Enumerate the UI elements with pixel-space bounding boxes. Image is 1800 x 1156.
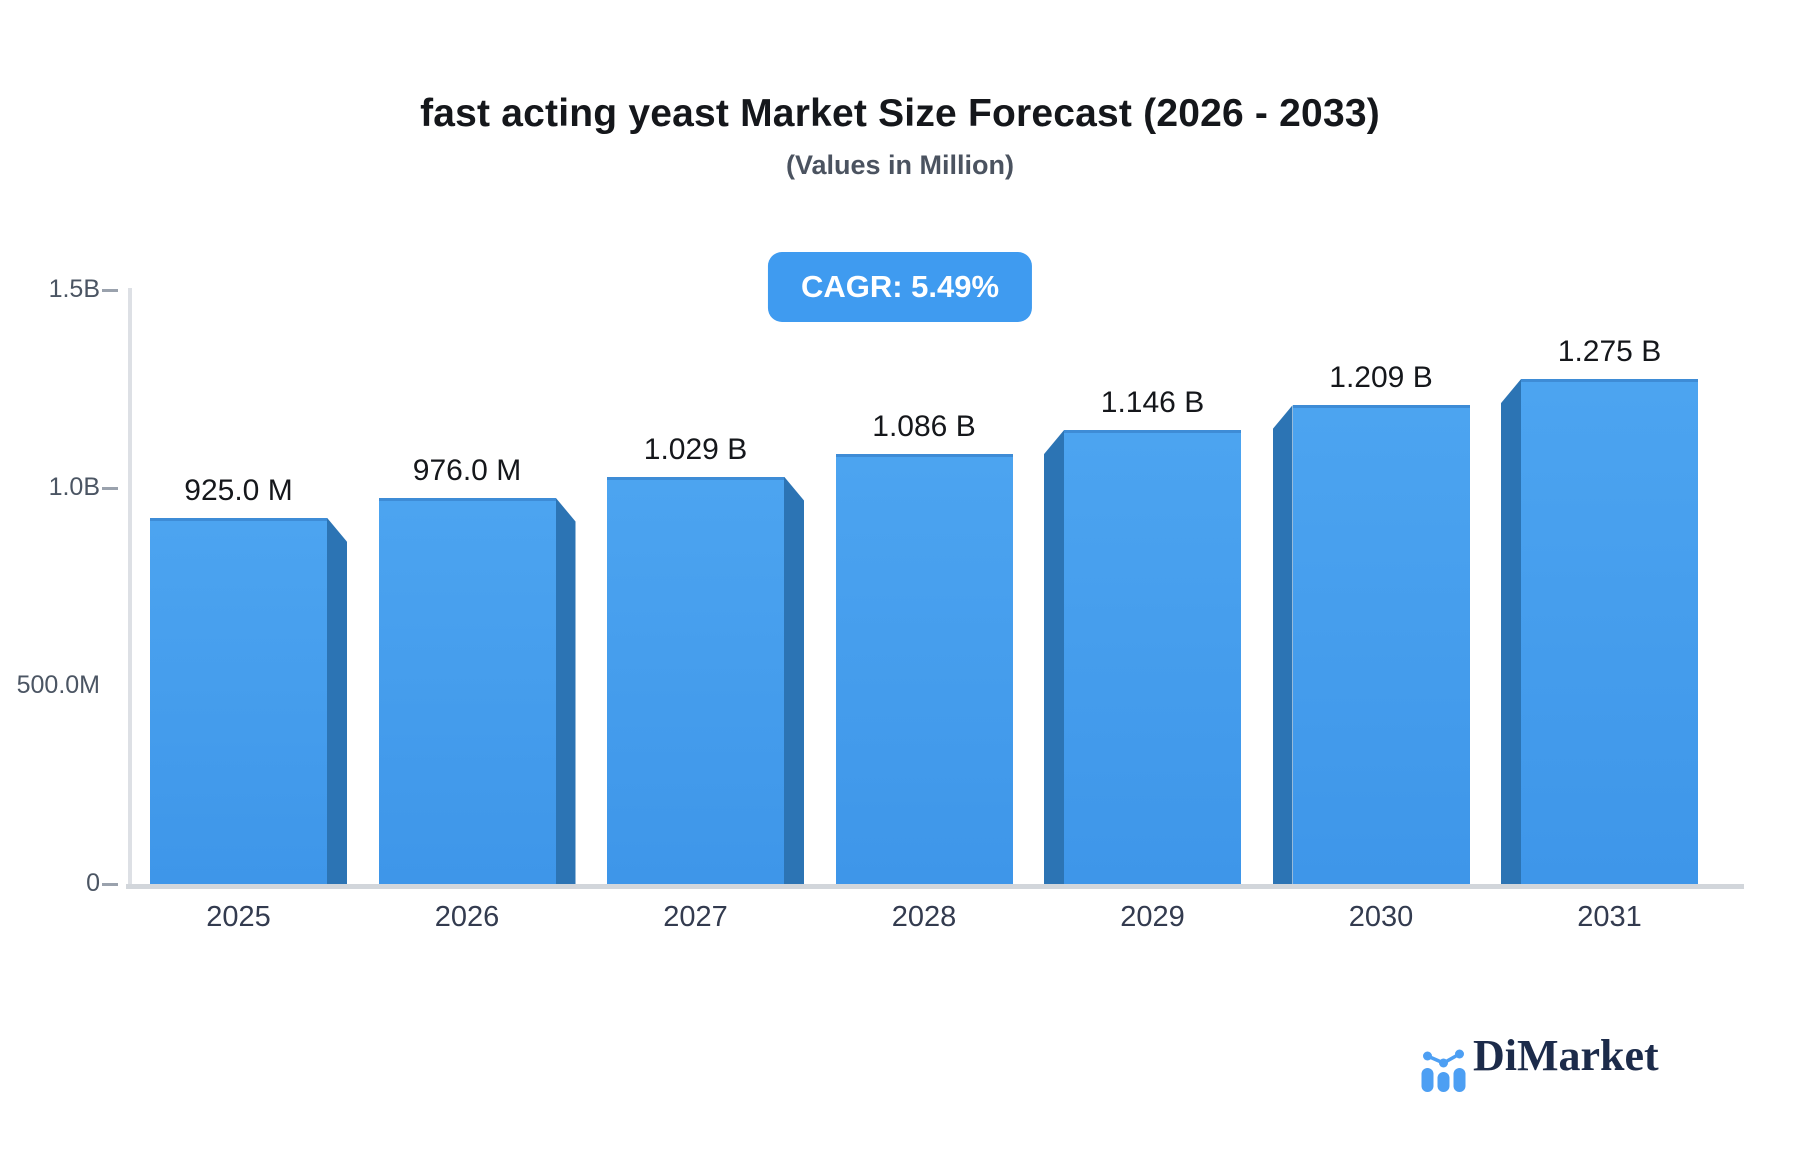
x-axis-label: 2030 bbox=[1348, 901, 1414, 933]
bar-value-label: 1.275 B bbox=[1557, 335, 1662, 369]
y-axis-label: 500.0M bbox=[16, 671, 100, 699]
chart-title: fast acting yeast Market Size Forecast (… bbox=[420, 92, 1380, 135]
y-tick-dash bbox=[102, 883, 118, 886]
bar-line-chart-icon bbox=[1421, 1049, 1466, 1092]
x-axis-label: 2026 bbox=[434, 901, 500, 933]
cagr-badge: CAGR: 5.49% bbox=[767, 252, 1033, 322]
y-axis-label: 1.5B bbox=[48, 275, 100, 303]
bar-3d-side bbox=[1272, 405, 1293, 884]
dimarket-logo: DiMarket bbox=[1421, 1030, 1721, 1110]
bar bbox=[378, 497, 556, 884]
chart-subtitle: (Values in Million) bbox=[785, 150, 1015, 180]
x-axis-label: 2025 bbox=[206, 901, 271, 933]
bar-value-label: 1.209 B bbox=[1329, 361, 1433, 395]
bar-value-label: 925.0 M bbox=[184, 473, 293, 507]
x-axis-label: 2027 bbox=[663, 901, 728, 933]
bar bbox=[1521, 379, 1698, 884]
x-axis-label: 2028 bbox=[891, 901, 957, 933]
x-axis-baseline bbox=[126, 884, 1744, 889]
y-axis-label: 0 bbox=[86, 869, 100, 897]
bar-3d-side bbox=[1044, 430, 1064, 884]
bar-3d-side bbox=[1501, 379, 1521, 884]
bar bbox=[150, 517, 327, 884]
y-axis-label: 1.0B bbox=[48, 473, 100, 501]
y-tick-dash bbox=[102, 487, 118, 490]
bar-value-label: 976.0 M bbox=[412, 453, 522, 487]
x-axis-label: 2031 bbox=[1577, 901, 1642, 933]
bar-value-label: 1.086 B bbox=[872, 409, 976, 443]
bar-3d-side bbox=[784, 476, 804, 884]
y-tick-dash bbox=[102, 289, 118, 292]
bar-value-label: 1.146 B bbox=[1100, 386, 1205, 420]
bar bbox=[1292, 405, 1470, 884]
bar bbox=[1064, 430, 1241, 884]
x-axis-label: 2029 bbox=[1120, 901, 1185, 933]
y-axis-line bbox=[128, 288, 132, 888]
bar-3d-side bbox=[327, 517, 347, 884]
logo-text: DiMarket bbox=[1473, 1031, 1659, 1080]
bar-value-label: 1.029 B bbox=[643, 432, 748, 466]
bar bbox=[835, 453, 1013, 884]
bar bbox=[607, 476, 784, 884]
bar-3d-side bbox=[555, 497, 576, 884]
